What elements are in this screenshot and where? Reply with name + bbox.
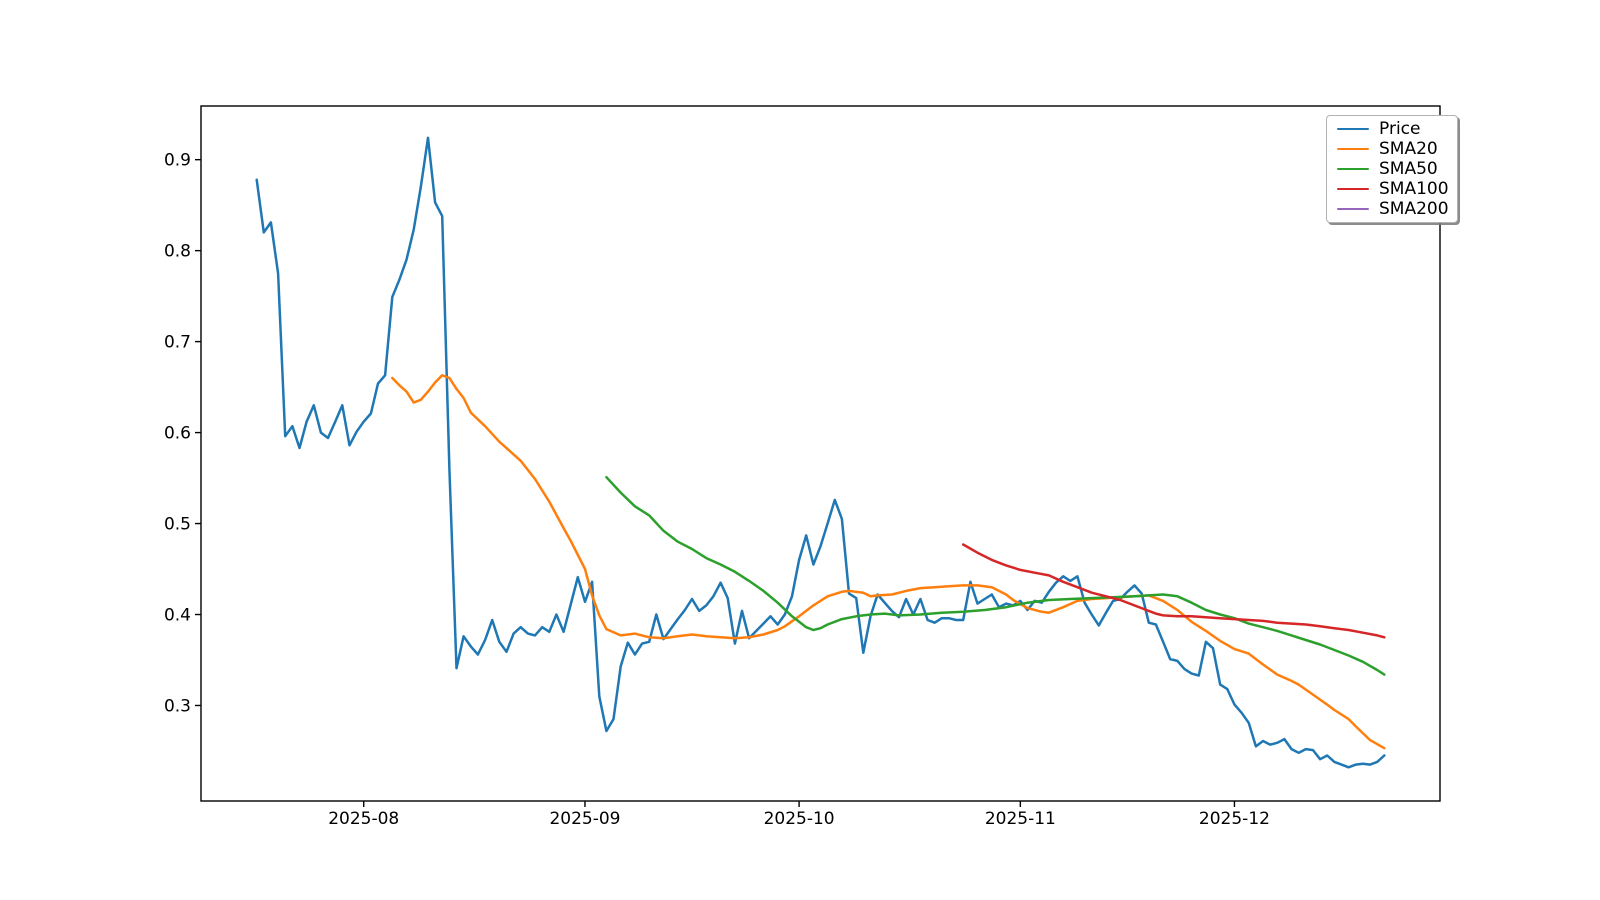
series-line-sma50 (605, 475, 1386, 676)
legend-label: SMA20 (1379, 139, 1438, 159)
y-tick-label: 0.5 (164, 515, 191, 535)
legend-row: SMA100 (1331, 179, 1449, 199)
y-tick-label: 0.8 (164, 242, 191, 262)
series-line-price (255, 136, 1386, 769)
x-tick-label: 2025-09 (549, 809, 620, 829)
legend-row: Price (1331, 119, 1449, 139)
y-tick-label: 0.7 (164, 333, 191, 353)
axes-frame (200, 105, 1441, 802)
y-tick-label: 0.3 (164, 696, 191, 716)
series-line-sma20 (391, 374, 1386, 750)
legend-swatch-sma20 (1337, 147, 1369, 151)
legend-label: SMA200 (1379, 199, 1449, 219)
legend-label: Price (1379, 119, 1421, 139)
legend-label: SMA100 (1379, 179, 1449, 199)
legend-row: SMA50 (1331, 159, 1449, 179)
legend-swatch-sma50 (1337, 167, 1369, 171)
legend-swatch-sma200 (1337, 207, 1369, 211)
legend-swatch-sma100 (1337, 187, 1369, 191)
legend-row: SMA200 (1331, 199, 1449, 219)
x-tick-label: 2025-11 (985, 809, 1056, 829)
x-tick-label: 2025-10 (764, 809, 835, 829)
x-tick-label: 2025-12 (1199, 809, 1270, 829)
y-tick-label: 0.9 (164, 151, 191, 171)
y-tick-label: 0.4 (164, 606, 191, 626)
legend-row: SMA20 (1331, 139, 1449, 159)
legend-swatch-price (1337, 127, 1369, 131)
y-tick-label: 0.6 (164, 424, 191, 444)
legend-label: SMA50 (1379, 159, 1438, 179)
x-tick-label: 2025-08 (328, 809, 399, 829)
legend: Price SMA20 SMA50 SMA100 SMA200 (1326, 115, 1458, 223)
series-line-sma100 (961, 543, 1386, 639)
